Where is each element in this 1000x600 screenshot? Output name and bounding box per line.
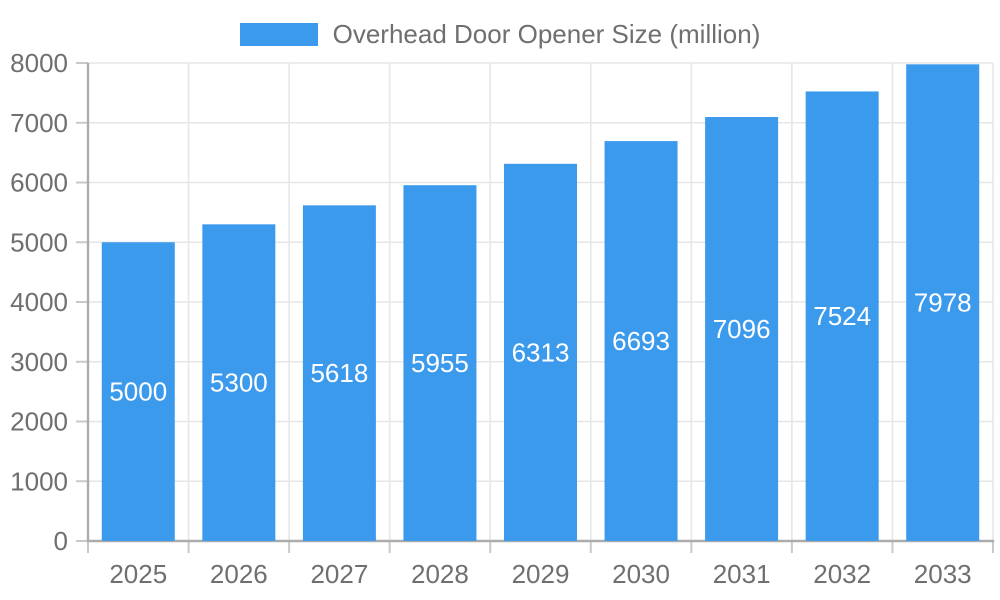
y-tick-label: 6000 — [10, 168, 68, 198]
y-tick-label: 5000 — [10, 227, 68, 257]
bar-value-label: 7978 — [914, 288, 972, 318]
y-tick-label: 1000 — [10, 466, 68, 496]
bar-value-label: 7524 — [813, 301, 871, 331]
x-tick-label: 2028 — [411, 559, 469, 589]
bar-2028 — [403, 185, 477, 541]
y-tick-label: 3000 — [10, 347, 68, 377]
bar-value-label: 5955 — [411, 348, 469, 378]
bar-value-label: 6693 — [612, 326, 670, 356]
bar-value-label: 5000 — [109, 377, 167, 407]
bar-2033 — [906, 64, 980, 541]
y-tick-label: 7000 — [10, 108, 68, 138]
bar-2030 — [604, 141, 678, 541]
bar-value-label: 5300 — [210, 368, 268, 398]
bar-2027 — [302, 205, 376, 541]
bar-2031 — [705, 117, 779, 541]
legend-label: Overhead Door Opener Size (million) — [332, 19, 761, 49]
bar-2032 — [805, 91, 879, 541]
x-tick-label: 2033 — [914, 559, 972, 589]
bar-2026 — [202, 224, 276, 541]
x-tick-label: 2026 — [210, 559, 268, 589]
y-tick-label: 8000 — [10, 48, 68, 78]
bar-2025 — [101, 242, 175, 541]
x-tick-label: 2031 — [713, 559, 771, 589]
y-tick-label: 2000 — [10, 407, 68, 437]
legend-swatch — [239, 23, 318, 46]
x-tick-label: 2027 — [310, 559, 368, 589]
x-tick-label: 2030 — [612, 559, 670, 589]
bar-2029 — [504, 163, 577, 541]
y-tick-label: 4000 — [10, 287, 68, 317]
legend[interactable]: Overhead Door Opener Size (million) — [0, 19, 1000, 50]
y-tick-label: 0 — [54, 526, 68, 556]
x-tick-label: 2025 — [109, 559, 167, 589]
bar-value-label: 6313 — [512, 337, 570, 367]
x-tick-label: 2032 — [813, 559, 871, 589]
bar-value-label: 7096 — [713, 314, 771, 344]
bar-value-label: 5618 — [310, 358, 368, 388]
x-tick-label: 2029 — [512, 559, 570, 589]
